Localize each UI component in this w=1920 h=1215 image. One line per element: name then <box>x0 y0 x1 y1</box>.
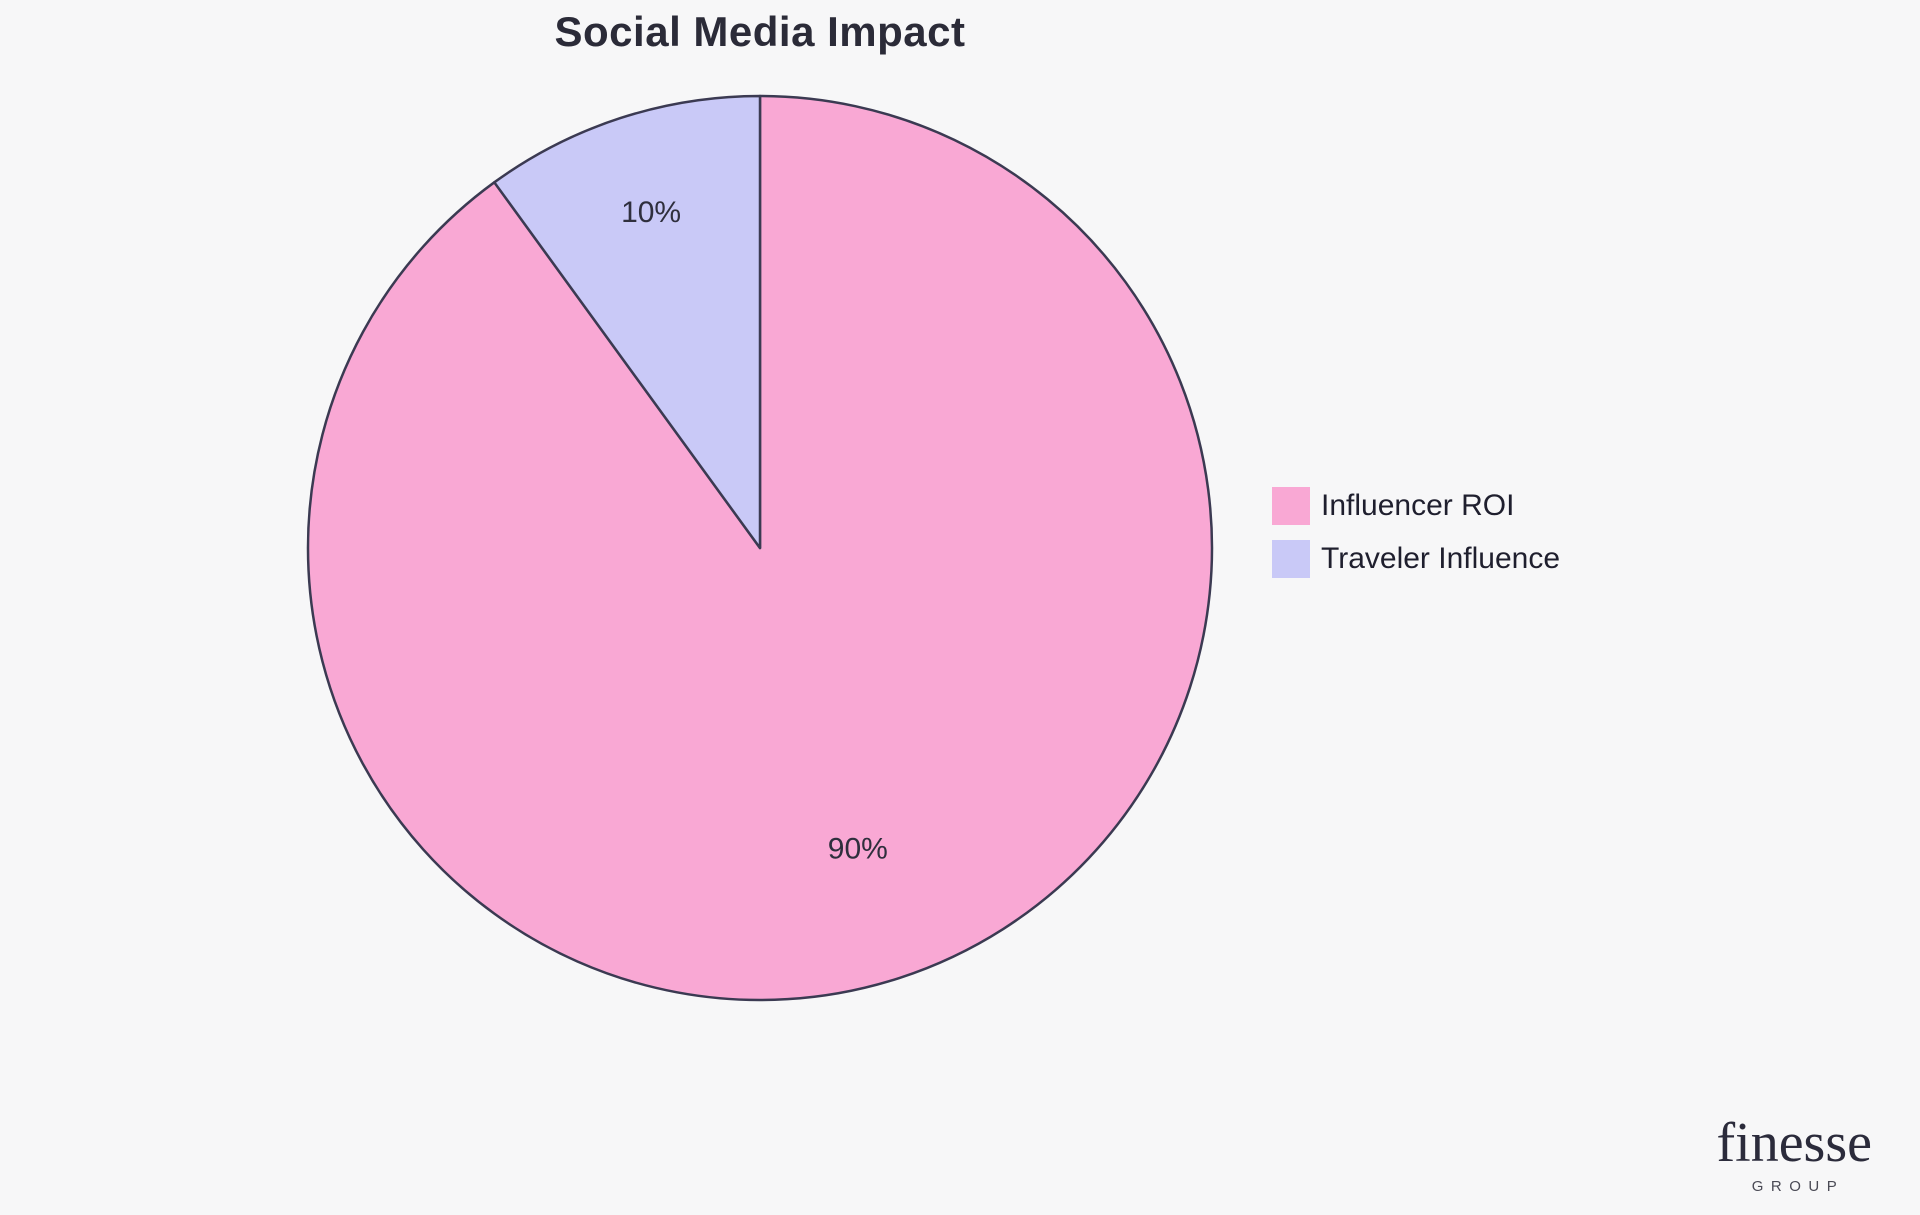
legend: Influencer ROI Traveler Influence <box>1272 487 1560 578</box>
pie-slice-traveler-influence[interactable] <box>493 94 762 550</box>
pie-chart: 90% 10% <box>280 68 1240 1028</box>
brand-logo: finesse GROUP <box>1716 1115 1872 1195</box>
pie-slice-influencer-roi[interactable] <box>306 94 1214 1002</box>
pie-slice-pct-label: 90% <box>828 832 888 865</box>
chart-title: Social Media Impact <box>554 8 966 55</box>
legend-label-traveler-influence: Traveler Influence <box>1321 542 1561 575</box>
legend-label-influencer-roi: Influencer ROI <box>1321 489 1515 522</box>
brand-subtitle: GROUP <box>1751 1178 1845 1195</box>
legend-item-traveler-influence[interactable]: Traveler Influence <box>1272 540 1560 578</box>
pie-chart-svg: 90% 10% <box>306 94 1214 1002</box>
brand-name: finesse <box>1716 1112 1872 1174</box>
legend-swatch-influencer-roi <box>1272 487 1310 525</box>
legend-item-influencer-roi[interactable]: Influencer ROI <box>1272 487 1560 525</box>
pie-slice-pct-label: 10% <box>621 196 681 229</box>
legend-swatch-traveler-influence <box>1272 540 1310 578</box>
